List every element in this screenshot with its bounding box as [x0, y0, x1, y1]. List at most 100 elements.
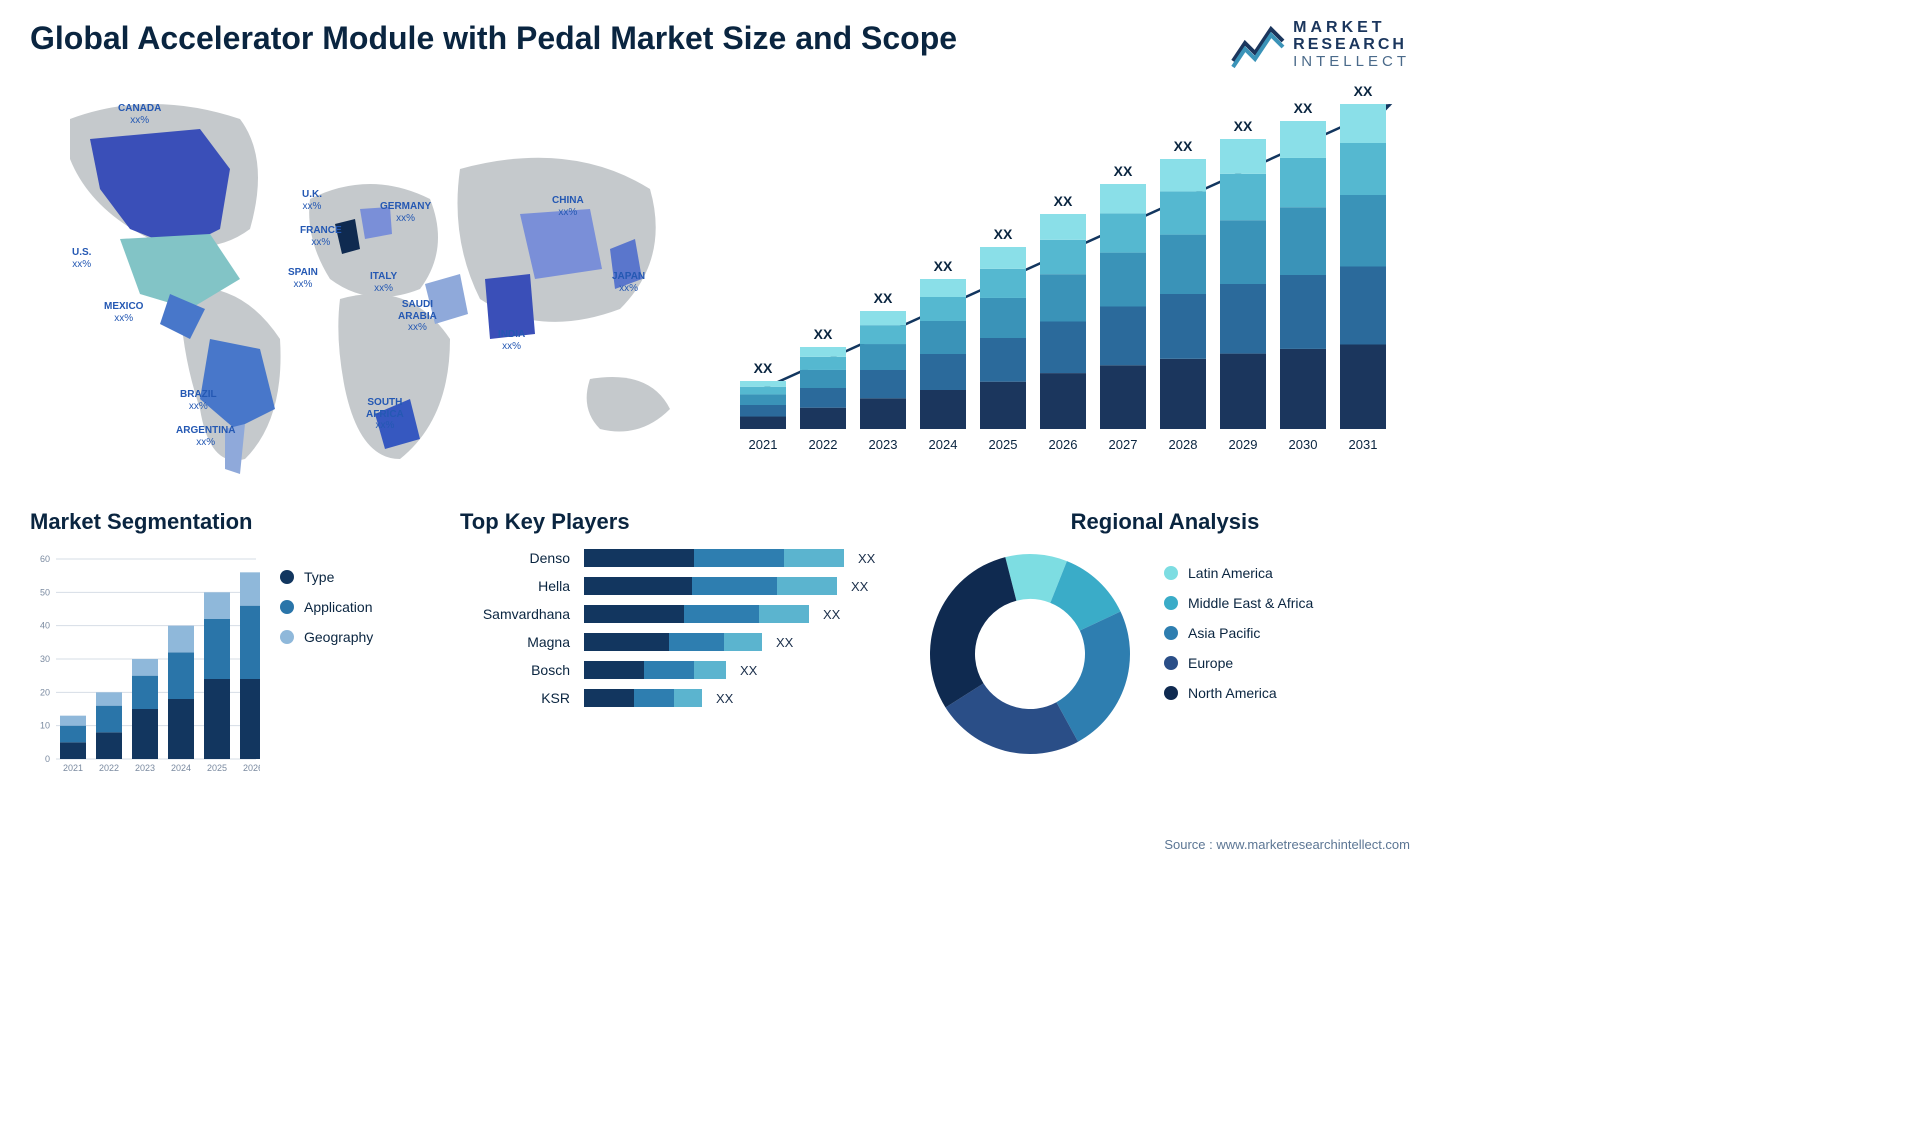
legend-item: Middle East & Africa [1164, 595, 1410, 611]
svg-text:XX: XX [1054, 193, 1073, 209]
segmentation-panel: Market Segmentation 01020304050602021202… [30, 509, 430, 809]
player-bar [584, 577, 837, 595]
donut-svg [925, 549, 1135, 759]
player-bar-segment [684, 605, 759, 623]
player-bar [584, 633, 762, 651]
regional-legend: Latin America Middle East & Africa Asia Pa… [1164, 549, 1410, 759]
map-country-label: FRANCExx% [300, 225, 342, 248]
player-bar-segment [584, 633, 669, 651]
player-bar-segment [777, 577, 837, 595]
svg-text:40: 40 [40, 621, 50, 631]
player-name: Samvardhana [460, 606, 570, 622]
svg-text:XX: XX [1294, 100, 1313, 116]
regional-panel: Regional Analysis Latin America Middle Ea… [920, 509, 1410, 809]
player-bar-segment [784, 549, 844, 567]
svg-text:2023: 2023 [135, 763, 155, 773]
source-attribution: Source : www.marketresearchintellect.com [1164, 837, 1410, 852]
svg-text:2024: 2024 [171, 763, 191, 773]
player-row: MagnaXX [460, 633, 890, 651]
legend-swatch [1164, 626, 1178, 640]
map-country-label: U.S.xx% [72, 247, 91, 270]
map-country-label: MEXICOxx% [104, 301, 143, 324]
logo-line3: INTELLECT [1293, 54, 1410, 70]
legend-swatch [280, 630, 294, 644]
players-panel: Top Key Players DensoXX HellaXX Samvardhan… [460, 509, 890, 809]
top-row: CANADAxx% U.S.xx% MEXICOxx% BRAZILxx% ARGENT… [30, 79, 1410, 479]
svg-text:2025: 2025 [207, 763, 227, 773]
player-bar-segment [724, 633, 762, 651]
svg-text:2026: 2026 [243, 763, 260, 773]
map-country-label: BRAZILxx% [180, 389, 217, 412]
legend-label: Geography [304, 629, 373, 645]
player-bar-segment [669, 633, 724, 651]
logo-line2: RESEARCH [1293, 37, 1410, 54]
brand-logo: MARKET RESEARCH INTELLECT [1231, 20, 1410, 69]
legend-swatch [280, 600, 294, 614]
legend-label: North America [1188, 685, 1277, 701]
svg-text:0: 0 [45, 754, 50, 764]
player-row: KSR XX [460, 689, 890, 707]
player-row: DensoXX [460, 549, 890, 567]
legend-item: Asia Pacific [1164, 625, 1410, 641]
map-country-label: JAPANxx% [612, 271, 645, 294]
map-country-label: SPAINxx% [288, 267, 318, 290]
svg-text:2022: 2022 [99, 763, 119, 773]
segmentation-legend: Type Application Geography [280, 549, 430, 809]
svg-text:2021: 2021 [63, 763, 83, 773]
legend-label: Type [304, 569, 334, 585]
player-value: XX [716, 691, 733, 706]
player-bar-segment [694, 661, 726, 679]
player-name: KSR [460, 690, 570, 706]
legend-item: Geography [280, 629, 430, 645]
player-value: XX [858, 551, 875, 566]
map-country-label: CANADAxx% [118, 103, 161, 126]
player-value: XX [851, 579, 868, 594]
player-value: XX [823, 607, 840, 622]
legend-label: Middle East & Africa [1188, 595, 1313, 611]
svg-text:XX: XX [994, 226, 1013, 242]
map-country-label: U.K.xx% [302, 189, 322, 212]
svg-text:50: 50 [40, 588, 50, 598]
svg-text:60: 60 [40, 554, 50, 564]
player-row: Samvardhana XX [460, 605, 890, 623]
svg-text:2027: 2027 [1109, 437, 1138, 452]
svg-text:2025: 2025 [989, 437, 1018, 452]
map-country-label: SAUDIARABIAxx% [398, 299, 437, 334]
map-country-label: ARGENTINAxx% [176, 425, 235, 448]
player-value: XX [740, 663, 757, 678]
svg-text:10: 10 [40, 721, 50, 731]
player-name: Magna [460, 634, 570, 650]
player-bar-segment [634, 689, 674, 707]
legend-item: North America [1164, 685, 1410, 701]
legend-label: Latin America [1188, 565, 1273, 581]
svg-text:2028: 2028 [1169, 437, 1198, 452]
legend-item: Application [280, 599, 430, 615]
world-map: CANADAxx% U.S.xx% MEXICOxx% BRAZILxx% ARGENT… [30, 79, 690, 479]
legend-label: Europe [1188, 655, 1233, 671]
segmentation-chart: 0 10 20 30 40 50 60 2021 2022 2023 2024 2025 2026 [30, 549, 260, 809]
player-bar-segment [584, 549, 694, 567]
players-title: Top Key Players [460, 509, 890, 535]
player-bar [584, 661, 726, 679]
map-country-label: SOUTHAFRICAxx% [366, 397, 404, 432]
svg-text:20: 20 [40, 688, 50, 698]
legend-swatch [1164, 656, 1178, 670]
map-country-label: GERMANYxx% [380, 201, 431, 224]
svg-text:XX: XX [1354, 83, 1373, 99]
legend-item: Latin America [1164, 565, 1410, 581]
segmentation-svg: 0 10 20 30 40 50 60 2021 2022 2023 2024 2025 2026 [30, 549, 260, 779]
header: Global Accelerator Module with Pedal Mar… [30, 20, 1410, 69]
svg-text:30: 30 [40, 654, 50, 664]
player-bar-segment [644, 661, 694, 679]
svg-text:2023: 2023 [869, 437, 898, 452]
legend-item: Europe [1164, 655, 1410, 671]
player-bar [584, 549, 844, 567]
player-bar [584, 605, 809, 623]
svg-text:XX: XX [754, 360, 773, 376]
svg-text:2030: 2030 [1289, 437, 1318, 452]
map-country-label: INDIAxx% [498, 329, 525, 352]
players-body: DensoXXHellaXXSamvardhanaXXMagnaXXBoschX… [460, 549, 890, 707]
legend-swatch [1164, 596, 1178, 610]
regional-title: Regional Analysis [920, 509, 1410, 535]
player-row: HellaXX [460, 577, 890, 595]
